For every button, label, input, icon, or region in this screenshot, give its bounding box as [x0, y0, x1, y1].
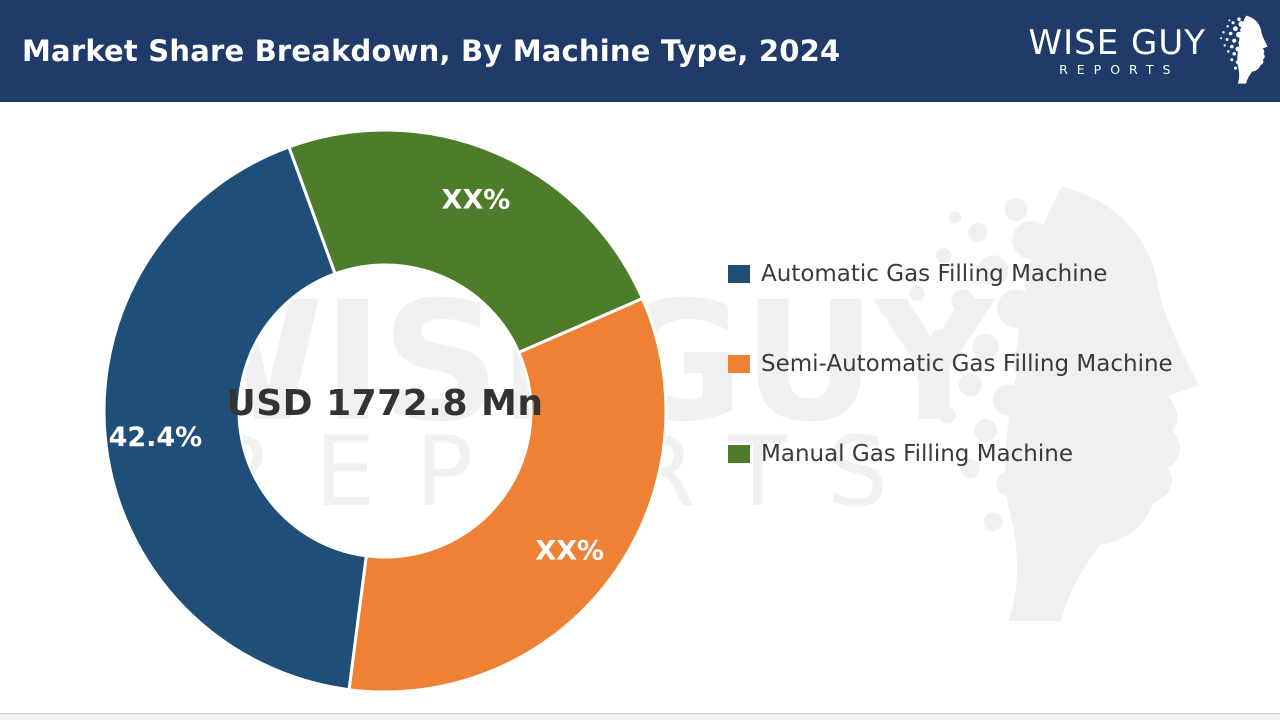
chart-legend: Automatic Gas Filling Machine Semi-Automa…	[728, 261, 1173, 532]
legend-item: Automatic Gas Filling Machine	[728, 261, 1173, 287]
legend-swatch-icon	[728, 445, 750, 463]
donut-slice-2	[347, 297, 668, 694]
legend-label: Semi-Automatic Gas Filling Machine	[761, 351, 1173, 377]
slice-percent-label: XX%	[442, 184, 511, 215]
chart-center-value: USD 1772.8 Mn	[226, 383, 544, 424]
face-profile-dots-icon	[1208, 7, 1270, 95]
page-title: Market Share Breakdown, By Machine Type,…	[22, 34, 841, 68]
legend-item: Semi-Automatic Gas Filling Machine	[728, 351, 1173, 377]
donut-slice-1	[287, 128, 644, 355]
footer-strip	[0, 713, 1280, 720]
slice-percent-label: 42.4%	[109, 422, 203, 453]
legend-label: Manual Gas Filling Machine	[761, 441, 1073, 467]
legend-item: Manual Gas Filling Machine	[728, 441, 1173, 467]
legend-swatch-icon	[728, 265, 750, 283]
logo-name: WISE GUY	[1028, 22, 1206, 63]
header-bar: Market Share Breakdown, By Machine Type,…	[0, 0, 1280, 102]
slice-percent-label: XX%	[535, 535, 604, 566]
face-profile-dots-watermark-icon	[818, 162, 1214, 638]
donut-slice-3	[102, 145, 368, 692]
brand-logo: WISE GUY REPORTS	[1028, 7, 1270, 95]
logo-subtitle: REPORTS	[1059, 61, 1180, 77]
legend-label: Automatic Gas Filling Machine	[761, 261, 1108, 287]
legend-swatch-icon	[728, 355, 750, 373]
